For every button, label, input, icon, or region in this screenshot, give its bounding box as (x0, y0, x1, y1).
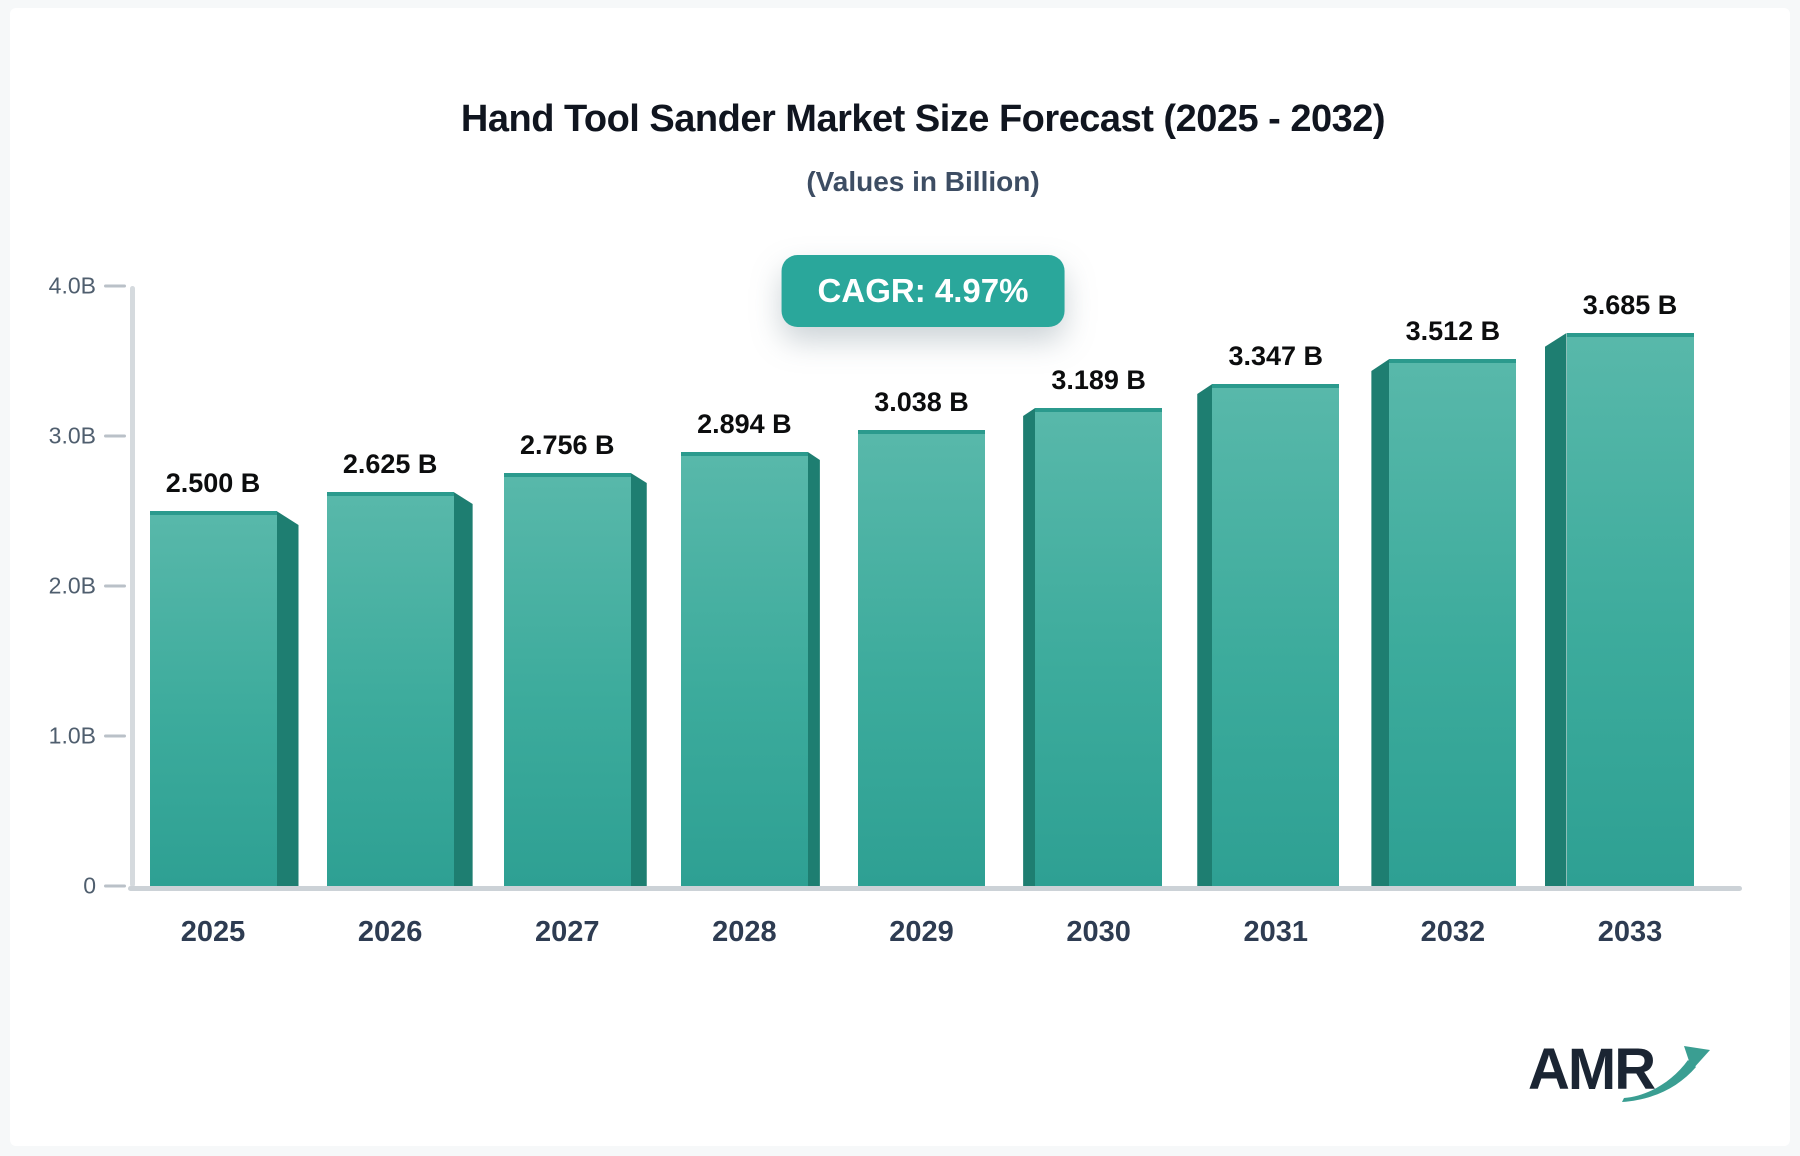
y-tick-dash (104, 284, 126, 288)
bar-side-face (1371, 359, 1390, 886)
y-tick-label: 0 (83, 872, 96, 899)
x-axis-line (128, 886, 1742, 891)
growth-arrow-icon (1622, 1046, 1710, 1102)
bar-2029 (858, 430, 985, 886)
x-tick-label-2033: 2033 (1597, 916, 1663, 948)
bar-2026 (326, 492, 454, 886)
y-tick-dash (104, 584, 126, 588)
bar-2028 (680, 452, 808, 886)
y-tick-dash (104, 884, 126, 888)
bar-value-label: 3.038 B (874, 387, 969, 417)
chart-subtitle: (Values in Billion) (806, 166, 1040, 197)
bar-2027 (503, 473, 631, 886)
bar-side-face (807, 452, 820, 886)
bar-value-label: 3.512 B (1405, 316, 1501, 346)
x-tick-label-2025: 2025 (180, 916, 246, 948)
bar-value-label: 2.625 B (342, 449, 438, 479)
amr-logo-text: AMR (1528, 1037, 1656, 1102)
bar-2031 (1212, 384, 1340, 886)
y-tick-label: 3.0B (48, 422, 96, 449)
y-tick-label: 4.0B (48, 272, 96, 299)
bar-value-label: 2.756 B (519, 430, 615, 460)
y-tick-label: 2.0B (48, 572, 96, 599)
x-tick-label-2031: 2031 (1243, 916, 1309, 948)
y-axis-line (130, 286, 135, 887)
bar-side-face (453, 492, 473, 886)
x-tick-label-2026: 2026 (357, 916, 423, 948)
cagr-badge: CAGR: 4.97% (781, 255, 1065, 327)
bar-side-face (276, 511, 299, 886)
x-tick-label-2027: 2027 (534, 916, 600, 948)
x-tick-label-2028: 2028 (712, 916, 777, 948)
y-tick-dash (104, 434, 126, 438)
y-tick-dash (104, 734, 126, 738)
page-title: Hand Tool Sander Market Size Forecast (2… (460, 98, 1386, 140)
bar-value-label: 2.894 B (697, 409, 792, 439)
x-tick-label-2029: 2029 (889, 916, 954, 948)
x-tick-label-2032: 2032 (1420, 916, 1486, 948)
bar-side-face (1544, 333, 1567, 886)
x-tick-label-2030: 2030 (1066, 916, 1131, 948)
bar-2025 (149, 511, 277, 886)
bar-value-label: 3.685 B (1582, 290, 1678, 320)
bar-value-label: 3.189 B (1051, 365, 1146, 395)
bar-side-face (630, 473, 647, 886)
bar-side-face (1023, 408, 1036, 886)
bar-side-face (1197, 384, 1213, 886)
y-tick-label: 1.0B (48, 722, 96, 749)
bar-value-label: 2.500 B (165, 468, 261, 498)
bar-2033 (1566, 333, 1694, 886)
bar-2030 (1035, 408, 1163, 886)
amr-logo: AMR (1528, 1034, 1710, 1106)
bar-value-label: 3.347 B (1228, 341, 1324, 371)
bar-2032 (1389, 359, 1517, 886)
